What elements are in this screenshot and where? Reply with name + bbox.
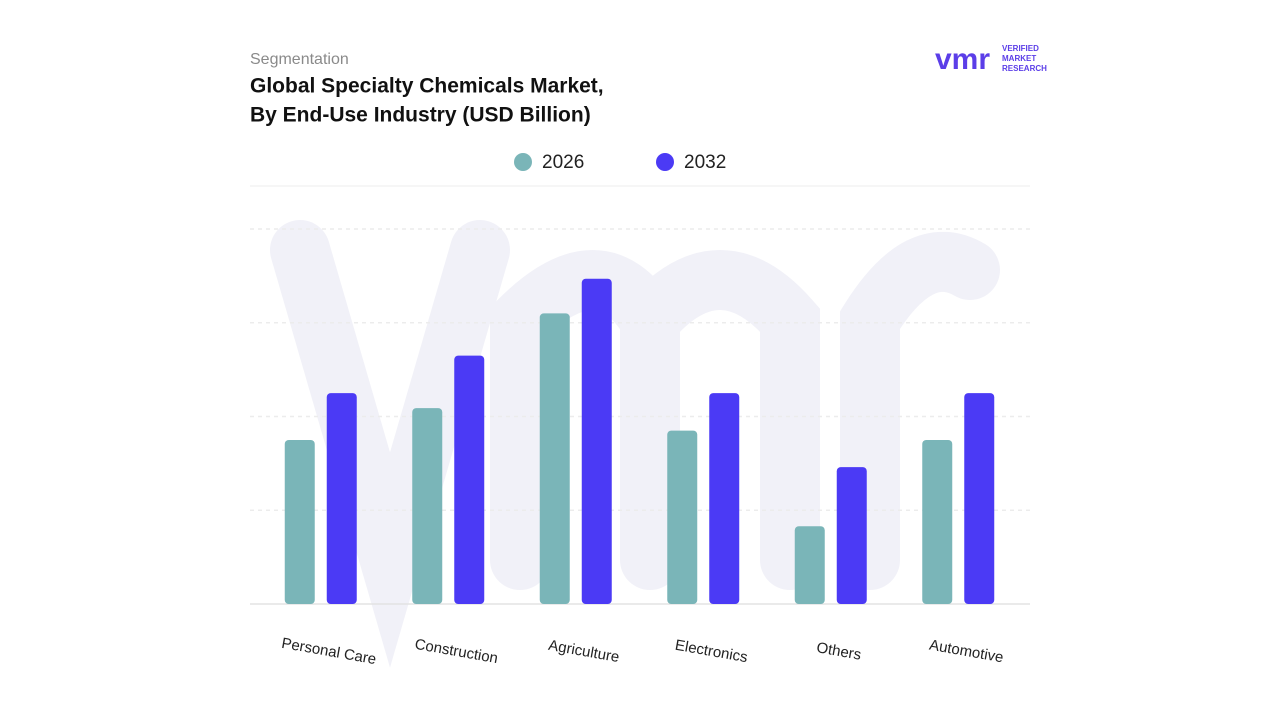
chart-subtitle: Segmentation	[250, 51, 349, 68]
watermark-v	[270, 220, 510, 668]
chart-title: Global Specialty Chemicals Market,	[250, 75, 604, 98]
legend-marker	[656, 153, 674, 171]
chart-title: By End-Use Industry (USD Billion)	[250, 104, 591, 127]
x-tick-label: Personal Care	[280, 635, 377, 668]
bar	[922, 439, 953, 604]
bar	[581, 278, 612, 604]
bar	[836, 467, 867, 604]
x-tick-label: Others	[815, 639, 862, 664]
x-tick-label: Agriculture	[547, 637, 621, 666]
logo-text: MARKET	[1002, 54, 1036, 63]
bar	[412, 408, 443, 604]
bar	[454, 355, 485, 604]
logo-text: RESEARCH	[1002, 64, 1047, 73]
x-tick-label: Electronics	[674, 637, 749, 666]
bar	[284, 439, 315, 604]
legend-label: 2032	[684, 152, 726, 173]
watermark	[270, 220, 1000, 668]
legend-marker	[514, 153, 532, 171]
x-tick-label: Automotive	[928, 637, 1005, 667]
logo-mark: vmr	[935, 43, 990, 76]
bar	[964, 393, 995, 604]
logo-text: VERIFIED	[1002, 44, 1039, 53]
bar	[667, 430, 698, 604]
bar	[539, 313, 570, 604]
bar	[326, 393, 357, 604]
bar	[709, 393, 740, 604]
bar	[794, 526, 825, 604]
watermark-r	[840, 231, 1000, 590]
legend-label: 2026	[542, 152, 584, 173]
x-tick-label: Construction	[413, 636, 499, 667]
